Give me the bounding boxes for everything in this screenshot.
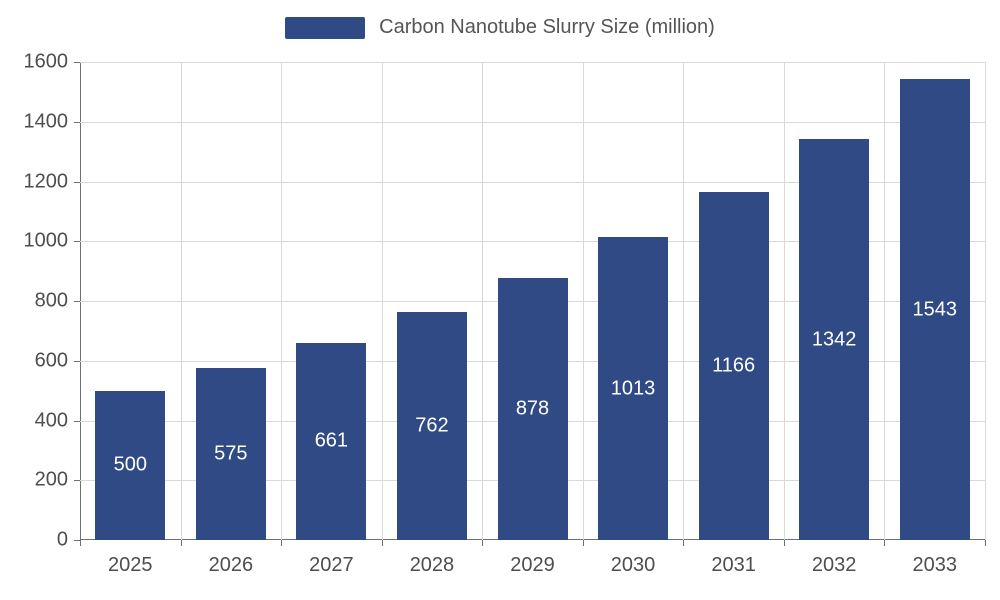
bar-2032: 1342 [799, 139, 870, 540]
y-axis-tick [74, 540, 80, 541]
bar-2025: 500 [95, 390, 166, 540]
bar-value-label: 878 [515, 397, 550, 420]
y-tick-label: 1000 [23, 229, 69, 252]
x-axis-tick [180, 540, 182, 546]
y-tick-label: 200 [34, 468, 68, 491]
vertical-gridline [582, 62, 584, 540]
plot-area: 500 575 661 762 878 1013 1166 1342 1543 [74, 62, 986, 546]
vertical-gridline [180, 62, 182, 540]
vertical-gridline [985, 62, 986, 540]
x-axis-tick [985, 540, 986, 546]
x-tick-label-2030: 2030 [610, 554, 656, 576]
vertical-gridline [884, 62, 886, 540]
x-tick-label-2032: 2032 [811, 554, 857, 576]
x-tick-label-2031: 2031 [711, 554, 756, 576]
bar-2028: 762 [396, 312, 467, 540]
vertical-gridline [482, 62, 484, 540]
x-axis-tick [884, 540, 886, 546]
horizontal-gridline [80, 62, 985, 63]
x-axis-tick [381, 540, 383, 546]
y-tick-label: 400 [34, 409, 68, 431]
y-tick-label: 600 [34, 349, 68, 372]
chart-legend: Carbon Nanotube Slurry Size (million) [0, 16, 1000, 39]
y-axis-tick [74, 420, 80, 422]
x-axis-tick [783, 540, 785, 546]
vertical-gridline [683, 62, 685, 540]
bar-value-label: 1013 [610, 377, 656, 400]
x-tick-label-2029: 2029 [510, 554, 555, 576]
y-tick-label: 1200 [23, 170, 69, 192]
x-axis-tick [281, 540, 283, 546]
horizontal-gridline [80, 181, 985, 183]
vertical-gridline [783, 62, 785, 540]
y-tick-label: 1600 [23, 50, 69, 73]
bar-value-label: 1166 [712, 354, 756, 377]
legend-swatch [285, 16, 366, 39]
bar-value-label: 1342 [811, 328, 857, 351]
bar-2033: 1543 [899, 79, 970, 540]
y-axis-tick [74, 360, 80, 362]
bar-2027: 661 [296, 342, 367, 540]
y-axis-tick [74, 121, 80, 123]
chart-title: Carbon Nanotube Slurry Size (million) [379, 16, 715, 38]
bar-2026: 575 [195, 368, 266, 540]
x-axis-tick [683, 540, 685, 546]
bar-value-label: 500 [113, 453, 147, 476]
horizontal-gridline [80, 121, 985, 123]
vertical-gridline [381, 62, 383, 540]
bar-value-label: 575 [214, 442, 248, 465]
x-tick-label-2025: 2025 [108, 554, 153, 576]
bar-value-label: 762 [415, 414, 449, 437]
y-axis-tick [74, 480, 80, 482]
y-axis-tick [74, 301, 80, 302]
y-tick-label: 1400 [23, 110, 69, 133]
bar-2030: 1013 [598, 237, 669, 540]
x-tick-label-2028: 2028 [409, 554, 455, 576]
y-axis-tick [74, 181, 80, 183]
y-tick-label: 800 [34, 289, 68, 312]
y-axis-tick [74, 62, 80, 63]
x-axis-tick [80, 540, 81, 546]
y-axis-tick [74, 241, 80, 243]
x-axis-tick [582, 540, 584, 546]
x-axis-tick [482, 540, 484, 546]
x-tick-label-2026: 2026 [208, 554, 254, 576]
y-tick-label: 0 [56, 528, 68, 551]
horizontal-gridline [80, 241, 985, 243]
x-tick-label-2033: 2033 [912, 554, 957, 576]
x-tick-label-2027: 2027 [309, 554, 354, 576]
bar-2031: 1166 [698, 191, 769, 540]
bar-value-label: 661 [314, 429, 349, 452]
bar-value-label: 1543 [912, 298, 957, 321]
vertical-gridline [281, 62, 283, 540]
bar-2029: 878 [497, 277, 568, 540]
